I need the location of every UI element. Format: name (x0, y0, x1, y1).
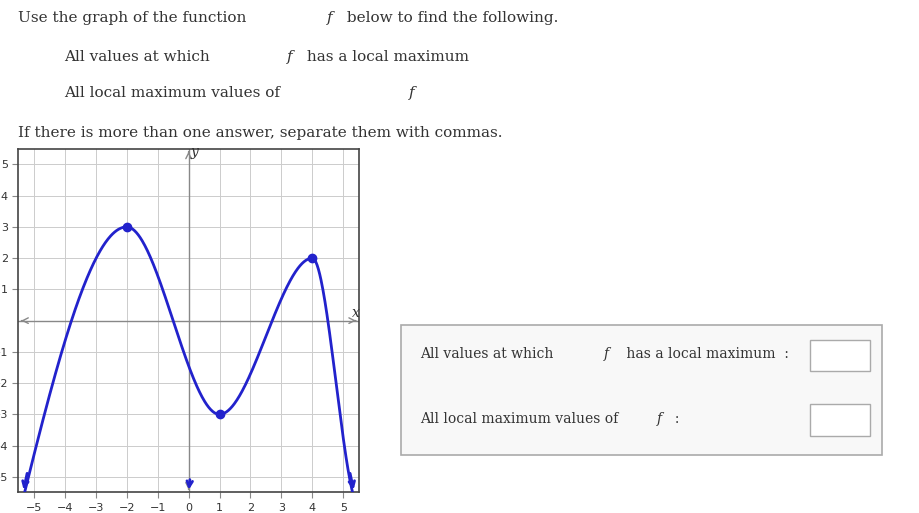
Text: All values at which: All values at which (420, 347, 558, 361)
FancyBboxPatch shape (400, 325, 881, 455)
Text: :: : (665, 411, 679, 426)
Text: f: f (326, 11, 332, 26)
Text: All local maximum values of: All local maximum values of (64, 86, 285, 100)
Text: f: f (656, 411, 661, 426)
Text: If there is more than one answer, separate them with commas.: If there is more than one answer, separa… (18, 126, 503, 141)
Text: f: f (409, 86, 414, 100)
Text: has a local maximum: has a local maximum (301, 50, 469, 64)
Text: f: f (287, 50, 292, 64)
FancyBboxPatch shape (810, 404, 869, 436)
Text: All local maximum values of: All local maximum values of (420, 411, 622, 426)
Text: below to find the following.: below to find the following. (342, 11, 558, 26)
Text: f: f (604, 347, 608, 361)
FancyBboxPatch shape (810, 340, 869, 371)
Text: y: y (190, 145, 199, 159)
Text: x: x (351, 306, 359, 320)
Text: All values at which: All values at which (64, 50, 215, 64)
Text: has a local maximum  :: has a local maximum : (621, 347, 788, 361)
Text: Use the graph of the function: Use the graph of the function (18, 11, 252, 26)
